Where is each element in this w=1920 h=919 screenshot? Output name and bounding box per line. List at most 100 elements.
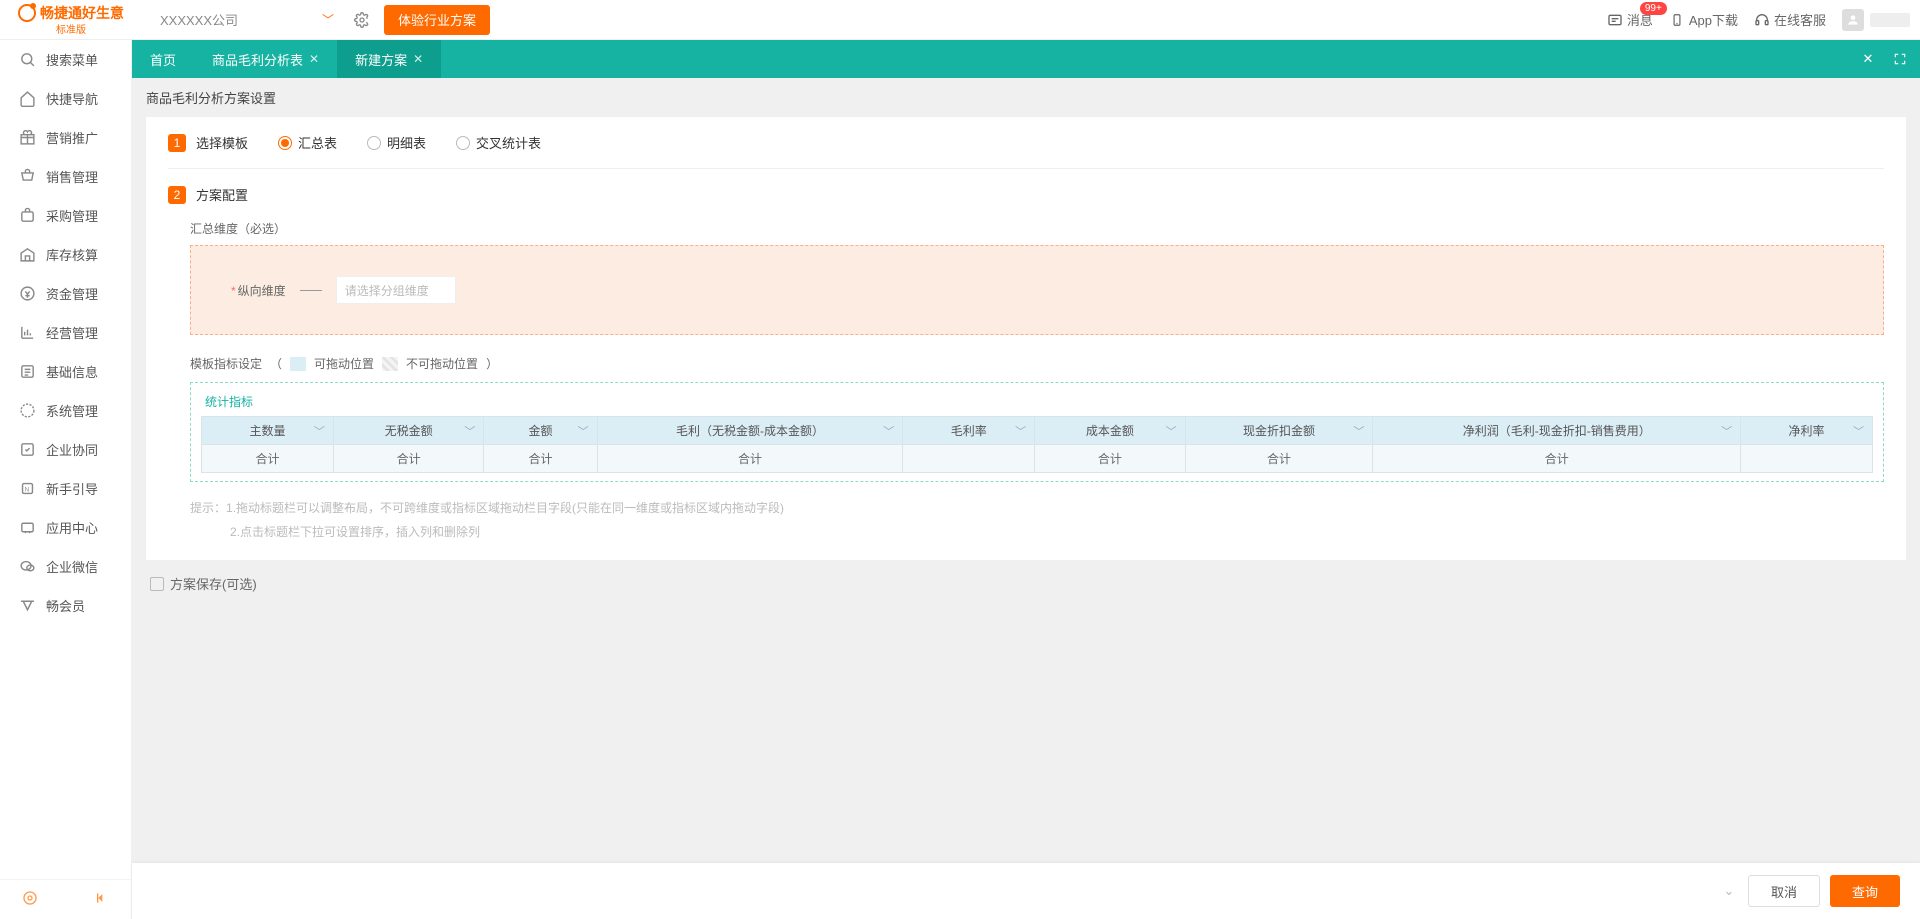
dimension-connector xyxy=(300,290,322,291)
metrics-column-header[interactable]: 金额﹀ xyxy=(484,417,597,445)
footer-caret-icon[interactable]: ⌄ xyxy=(1720,875,1738,907)
sidebar-item-home[interactable]: 快捷导航 xyxy=(0,79,131,118)
metrics-legend-label: 模板指标设定 xyxy=(190,355,262,372)
brand-logo-icon xyxy=(18,4,36,22)
metrics-column-header[interactable]: 成本金额﹀ xyxy=(1035,417,1186,445)
query-button[interactable]: 查询 xyxy=(1830,875,1900,907)
sidebar-item-bag[interactable]: 采购管理 xyxy=(0,196,131,235)
chevron-down-icon: ﹀ xyxy=(322,11,334,28)
save-option-checkbox[interactable] xyxy=(150,577,164,591)
chevron-down-icon: ﹀ xyxy=(1853,423,1864,439)
tab-close-all-icon[interactable]: ✕ xyxy=(1856,47,1880,71)
online-service-link[interactable]: 在线客服 xyxy=(1754,10,1826,29)
sidebar-item-cart[interactable]: 销售管理 xyxy=(0,157,131,196)
settings-button[interactable] xyxy=(350,8,374,32)
messages-badge: 99+ xyxy=(1640,2,1667,15)
page-title: 商品毛利分析方案设置 xyxy=(132,78,1920,117)
metrics-column-header[interactable]: 毛利（无税金额-成本金额）﹀ xyxy=(597,417,903,445)
metrics-scroll[interactable]: 主数量﹀无税金额﹀金额﹀毛利（无税金额-成本金额）﹀毛利率﹀成本金额﹀现金折扣金… xyxy=(201,416,1873,473)
radio-label: 汇总表 xyxy=(298,133,337,152)
industry-plan-button[interactable]: 体验行业方案 xyxy=(384,5,490,35)
tab[interactable]: 新建方案 ✕ xyxy=(337,40,441,78)
tabbar: 首页商品毛利分析表✕ 新建方案 ✕ ✕ xyxy=(132,40,1920,78)
metrics-table-box: 统计指标 主数量﹀无税金额﹀金额﹀毛利（无税金额-成本金额）﹀毛利率﹀成本金额﹀… xyxy=(190,382,1884,482)
metrics-legend: 模板指标设定 （ 可拖动位置 不可拖动位置 ） xyxy=(190,355,1884,372)
sidebar-item-label: 企业微信 xyxy=(46,557,98,576)
cancel-button[interactable]: 取消 xyxy=(1748,875,1820,907)
tab[interactable]: 商品毛利分析表✕ xyxy=(194,40,337,78)
sidebar-item-label: 系统管理 xyxy=(46,401,98,420)
hints: 提示：1.拖动标题栏可以调整布局，不可跨维度或指标区域拖动栏目字段(只能在同一维… xyxy=(190,496,1884,544)
sidebar-item-info[interactable]: 基础信息 xyxy=(0,352,131,391)
content-area: 首页商品毛利分析表✕新建方案✕ ✕ 商品毛利分析方案设置 1 选择模板 汇总表明… xyxy=(132,40,1920,919)
messages-link[interactable]: 消息 99+ xyxy=(1607,10,1653,29)
sidebar-item-money[interactable]: 资金管理 xyxy=(0,274,131,313)
gift-icon xyxy=(18,129,36,147)
sidebar-item-label: 应用中心 xyxy=(46,518,98,537)
template-radio[interactable]: 交叉统计表 xyxy=(456,133,541,152)
step-2-label: 方案配置 xyxy=(196,185,248,204)
tab-close-icon[interactable]: ✕ xyxy=(309,52,319,66)
sidebar-item-collab[interactable]: 企业协同 xyxy=(0,430,131,469)
metrics-total-cell: 合计 xyxy=(1373,445,1741,473)
tab[interactable]: 首页 xyxy=(132,40,194,78)
metrics-column-header[interactable]: 主数量﹀ xyxy=(202,417,334,445)
sidebar-item-label: 新手引导 xyxy=(46,479,98,498)
app-download-link[interactable]: App下载 xyxy=(1669,10,1738,29)
sidebar-settings-icon[interactable] xyxy=(22,890,38,909)
draggable-swatch xyxy=(290,357,306,371)
online-service-label: 在线客服 xyxy=(1774,10,1826,29)
top-right-links: 消息 99+ App下载 在线客服 xyxy=(1607,9,1910,31)
metrics-column-header[interactable]: 无税金额﹀ xyxy=(333,417,484,445)
dimension-input[interactable]: 请选择分组维度 xyxy=(336,276,456,304)
sidebar-item-label: 畅会员 xyxy=(46,596,85,615)
cart-icon xyxy=(18,168,36,186)
metrics-total-cell: 合计 xyxy=(597,445,903,473)
new-icon: N xyxy=(18,480,36,498)
metrics-section-title: 统计指标 xyxy=(205,393,1873,410)
sidebar-item-warehouse[interactable]: 库存核算 xyxy=(0,235,131,274)
sidebar-item-system[interactable]: 系统管理 xyxy=(0,391,131,430)
tab-label: 新建方案 xyxy=(355,50,407,69)
metrics-total-cell: 合计 xyxy=(202,445,334,473)
sidebar-item-app[interactable]: 应用中心 xyxy=(0,508,131,547)
template-radio-group: 汇总表 明细表 交叉统计表 xyxy=(278,133,541,152)
sidebar-item-vip[interactable]: 畅会员 xyxy=(0,586,131,625)
brand-name: 畅捷通好生意 xyxy=(40,3,124,23)
sidebar-collapse-icon[interactable] xyxy=(93,890,109,909)
footer-bar: ⌄ 取消 查询 xyxy=(132,863,1920,919)
app-icon xyxy=(18,519,36,537)
metrics-total-cell: 合计 xyxy=(484,445,597,473)
template-radio[interactable]: 汇总表 xyxy=(278,133,337,152)
radio-icon xyxy=(367,136,381,150)
metrics-column-header[interactable]: 净利润（毛利-现金折扣-销售费用）﹀ xyxy=(1373,417,1741,445)
radio-label: 明细表 xyxy=(387,133,426,152)
chevron-down-icon: ﹀ xyxy=(1015,423,1026,439)
user-menu[interactable] xyxy=(1842,9,1910,31)
collab-icon xyxy=(18,441,36,459)
money-icon xyxy=(18,285,36,303)
sidebar-item-search[interactable]: 搜索菜单 xyxy=(0,40,131,79)
dimension-placeholder: 请选择分组维度 xyxy=(345,282,429,299)
radio-icon xyxy=(278,136,292,150)
step-1-label: 选择模板 xyxy=(196,133,248,152)
chart-icon xyxy=(18,324,36,342)
metrics-column-header[interactable]: 现金折扣金额﹀ xyxy=(1185,417,1373,445)
sidebar-item-gift[interactable]: 营销推广 xyxy=(0,118,131,157)
fixed-swatch xyxy=(382,357,398,371)
sidebar-item-wechat[interactable]: 企业微信 xyxy=(0,547,131,586)
sidebar-footer xyxy=(0,879,131,919)
sidebar-item-new[interactable]: N 新手引导 xyxy=(0,469,131,508)
company-selector[interactable]: XXXXXX公司 ﹀ xyxy=(152,6,342,34)
tab-close-icon[interactable]: ✕ xyxy=(413,52,423,66)
phone-icon xyxy=(1669,12,1685,28)
template-radio[interactable]: 明细表 xyxy=(367,133,426,152)
metrics-total-cell: 合计 xyxy=(333,445,484,473)
metrics-column-header[interactable]: 毛利率﹀ xyxy=(903,417,1035,445)
svg-text:N: N xyxy=(24,486,29,493)
sidebar-item-chart[interactable]: 经营管理 xyxy=(0,313,131,352)
fullscreen-icon[interactable] xyxy=(1888,47,1912,71)
chevron-down-icon: ﹀ xyxy=(578,423,589,439)
metrics-column-header[interactable]: 净利率﹀ xyxy=(1741,417,1873,445)
chevron-down-icon: ﹀ xyxy=(883,423,894,439)
